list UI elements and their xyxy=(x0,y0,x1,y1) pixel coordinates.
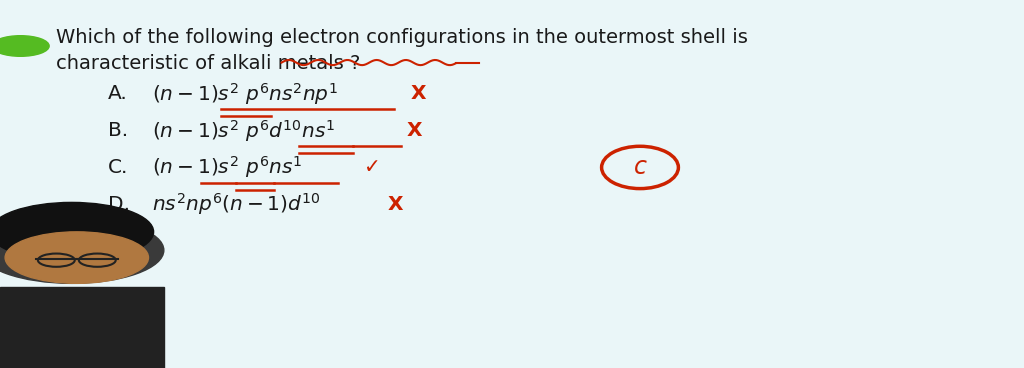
Text: c: c xyxy=(634,155,646,180)
Circle shape xyxy=(0,202,154,261)
Text: X: X xyxy=(388,195,403,214)
Text: characteristic of alkali metals ?: characteristic of alkali metals ? xyxy=(56,54,360,74)
Text: $ns^2np^6(n-1)d^{10}$: $ns^2np^6(n-1)d^{10}$ xyxy=(152,191,321,217)
Text: $(n-1)s^2\ p^6d^{10}ns^1$: $(n-1)s^2\ p^6d^{10}ns^1$ xyxy=(152,118,335,144)
Text: $(n-1)s^2\ p^6ns^2np^1$: $(n-1)s^2\ p^6ns^2np^1$ xyxy=(152,81,338,107)
Text: X: X xyxy=(407,121,422,140)
Circle shape xyxy=(0,36,49,56)
Text: Which of the following electron configurations in the outermost shell is: Which of the following electron configur… xyxy=(56,28,749,47)
Text: A.: A. xyxy=(108,84,127,103)
Text: $(n-1)s^2\ p^6ns^1$: $(n-1)s^2\ p^6ns^1$ xyxy=(152,155,302,180)
Circle shape xyxy=(5,232,148,283)
Polygon shape xyxy=(0,287,164,368)
Text: B.: B. xyxy=(108,121,128,140)
Circle shape xyxy=(0,217,164,283)
Text: D.: D. xyxy=(108,195,129,214)
Text: X: X xyxy=(411,84,426,103)
Text: C.: C. xyxy=(108,158,128,177)
Text: ✓: ✓ xyxy=(364,158,381,177)
